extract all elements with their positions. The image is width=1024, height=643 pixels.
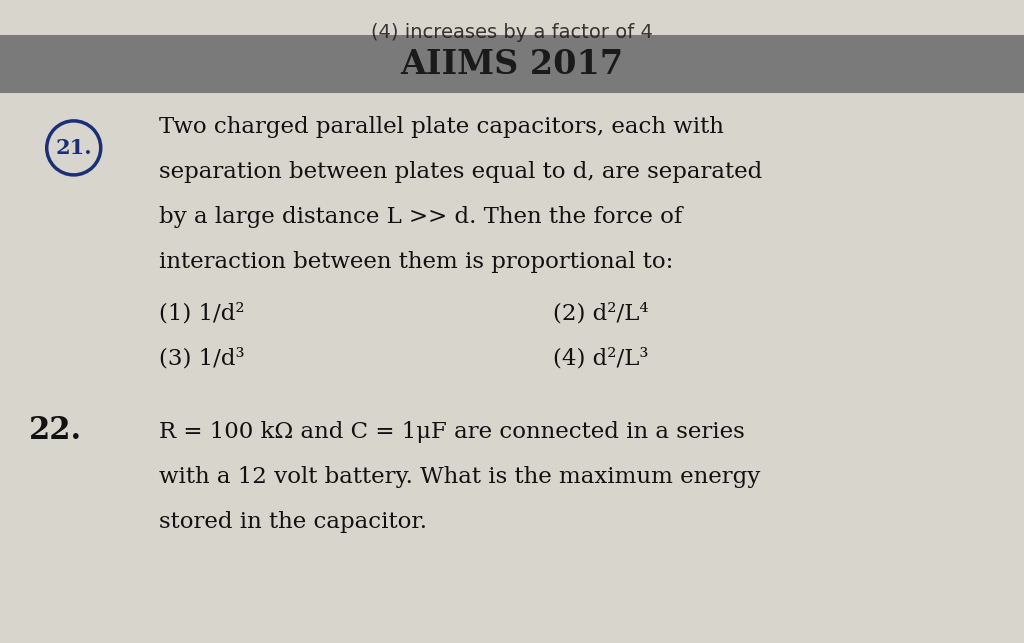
Text: (4) d²/L³: (4) d²/L³ xyxy=(553,347,648,369)
Text: (4) increases by a factor of 4: (4) increases by a factor of 4 xyxy=(371,23,653,42)
Text: 22.: 22. xyxy=(29,415,82,446)
Text: interaction between them is proportional to:: interaction between them is proportional… xyxy=(159,251,673,273)
Text: Two charged parallel plate capacitors, each with: Two charged parallel plate capacitors, e… xyxy=(159,116,724,138)
Text: separation between plates equal to d, are separated: separation between plates equal to d, ar… xyxy=(159,161,762,183)
Text: stored in the capacitor.: stored in the capacitor. xyxy=(159,511,427,533)
Text: (1) 1/d²: (1) 1/d² xyxy=(159,302,245,324)
Text: 21.: 21. xyxy=(55,138,92,158)
Text: AIIMS 2017: AIIMS 2017 xyxy=(400,48,624,81)
FancyBboxPatch shape xyxy=(0,35,1024,93)
Text: by a large distance L >> d. Then the force of: by a large distance L >> d. Then the for… xyxy=(159,206,682,228)
Text: (2) d²/L⁴: (2) d²/L⁴ xyxy=(553,302,648,324)
Text: R = 100 kΩ and C = 1μF are connected in a series: R = 100 kΩ and C = 1μF are connected in … xyxy=(159,421,744,443)
Text: (3) 1/d³: (3) 1/d³ xyxy=(159,347,245,369)
Text: with a 12 volt battery. What is the maximum energy: with a 12 volt battery. What is the maxi… xyxy=(159,466,760,488)
